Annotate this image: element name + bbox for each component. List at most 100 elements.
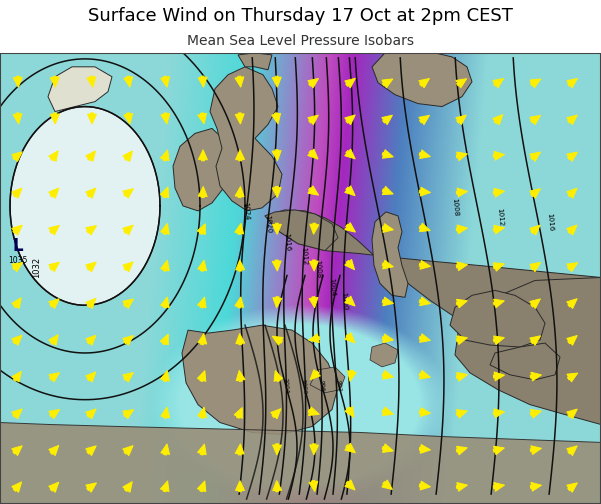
FancyArrow shape	[13, 113, 22, 124]
FancyArrow shape	[235, 444, 244, 455]
FancyArrow shape	[530, 482, 542, 491]
FancyArrow shape	[493, 409, 504, 418]
FancyArrow shape	[382, 444, 394, 453]
FancyArrow shape	[198, 76, 207, 87]
FancyArrow shape	[456, 299, 468, 308]
FancyArrow shape	[12, 152, 22, 161]
FancyArrow shape	[234, 407, 242, 418]
FancyArrow shape	[49, 262, 59, 272]
Text: 992: 992	[336, 380, 342, 392]
FancyArrow shape	[12, 446, 22, 456]
FancyArrow shape	[272, 223, 281, 234]
FancyArrow shape	[309, 480, 318, 491]
FancyArrow shape	[567, 373, 578, 382]
FancyArrow shape	[308, 186, 319, 195]
FancyArrow shape	[567, 409, 578, 419]
Text: 1008: 1008	[451, 198, 459, 217]
FancyArrow shape	[123, 410, 134, 419]
FancyArrow shape	[345, 443, 355, 453]
FancyArrow shape	[382, 186, 393, 195]
FancyArrow shape	[272, 186, 281, 198]
FancyArrow shape	[345, 186, 355, 196]
FancyArrow shape	[493, 225, 504, 234]
FancyArrow shape	[160, 481, 169, 492]
FancyArrow shape	[419, 115, 430, 124]
FancyArrow shape	[567, 225, 577, 235]
FancyArrow shape	[530, 410, 542, 418]
FancyArrow shape	[567, 188, 577, 198]
FancyArrow shape	[493, 482, 504, 491]
Polygon shape	[450, 290, 545, 347]
FancyArrow shape	[123, 482, 132, 492]
Text: Surface Wind on Thursday 17 Oct at 2pm CEST: Surface Wind on Thursday 17 Oct at 2pm C…	[88, 7, 513, 25]
FancyArrow shape	[308, 115, 319, 124]
FancyArrow shape	[382, 115, 392, 124]
FancyArrow shape	[86, 335, 96, 345]
FancyArrow shape	[12, 263, 23, 272]
FancyArrow shape	[345, 78, 355, 88]
FancyArrow shape	[161, 113, 169, 124]
FancyArrow shape	[160, 260, 169, 271]
FancyArrow shape	[123, 151, 133, 161]
FancyArrow shape	[160, 297, 169, 308]
FancyArrow shape	[197, 370, 206, 382]
FancyArrow shape	[382, 260, 394, 269]
FancyArrow shape	[530, 152, 540, 161]
FancyArrow shape	[345, 296, 355, 306]
FancyArrow shape	[49, 410, 59, 419]
FancyArrow shape	[567, 115, 578, 124]
FancyArrow shape	[493, 372, 505, 381]
FancyArrow shape	[493, 188, 504, 197]
Text: 1000: 1000	[301, 378, 307, 394]
FancyArrow shape	[49, 482, 59, 492]
Text: 1012: 1012	[496, 208, 504, 227]
FancyArrow shape	[123, 336, 133, 345]
FancyArrow shape	[88, 113, 97, 124]
Polygon shape	[265, 210, 338, 250]
FancyArrow shape	[456, 482, 468, 491]
FancyArrow shape	[382, 297, 394, 306]
FancyArrow shape	[345, 407, 354, 417]
FancyArrow shape	[456, 447, 468, 455]
FancyArrow shape	[197, 481, 206, 492]
Text: 1016: 1016	[283, 233, 290, 252]
FancyArrow shape	[160, 76, 169, 87]
Polygon shape	[238, 53, 272, 70]
FancyArrow shape	[273, 297, 282, 308]
FancyArrow shape	[236, 334, 245, 345]
Text: 1012: 1012	[300, 246, 308, 266]
FancyArrow shape	[382, 407, 393, 415]
FancyArrow shape	[12, 225, 22, 235]
FancyArrow shape	[161, 407, 169, 418]
FancyArrow shape	[419, 187, 430, 196]
FancyArrow shape	[198, 260, 207, 271]
FancyArrow shape	[123, 446, 133, 456]
Polygon shape	[210, 67, 282, 211]
FancyArrow shape	[236, 370, 245, 382]
Text: 1016: 1016	[546, 213, 554, 232]
FancyArrow shape	[160, 334, 168, 345]
FancyArrow shape	[308, 79, 319, 88]
FancyArrow shape	[49, 299, 59, 308]
FancyArrow shape	[49, 446, 59, 456]
Polygon shape	[370, 343, 398, 367]
FancyArrow shape	[382, 480, 392, 489]
FancyArrow shape	[345, 260, 355, 270]
FancyArrow shape	[419, 408, 430, 416]
FancyArrow shape	[86, 298, 96, 308]
FancyArrow shape	[49, 335, 58, 345]
Text: 1020: 1020	[264, 215, 272, 234]
Polygon shape	[48, 67, 112, 111]
FancyArrow shape	[197, 224, 206, 234]
Text: L: L	[13, 237, 23, 255]
FancyArrow shape	[456, 225, 468, 234]
FancyArrow shape	[86, 151, 96, 161]
FancyArrow shape	[235, 113, 244, 124]
FancyArrow shape	[419, 334, 430, 342]
FancyArrow shape	[123, 372, 133, 382]
FancyArrow shape	[567, 336, 578, 345]
FancyArrow shape	[567, 79, 578, 88]
FancyArrow shape	[382, 370, 394, 379]
FancyArrow shape	[419, 481, 430, 490]
FancyArrow shape	[493, 263, 504, 271]
